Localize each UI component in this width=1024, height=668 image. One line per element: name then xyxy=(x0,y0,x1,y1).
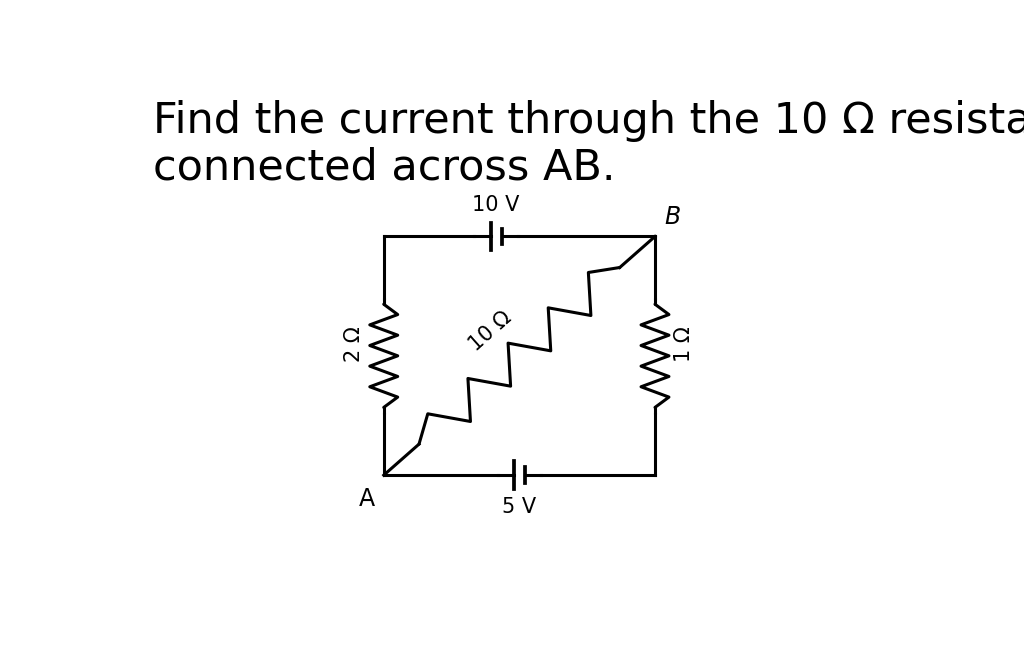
Text: connected across AB.: connected across AB. xyxy=(153,146,615,188)
Text: 5 V: 5 V xyxy=(503,497,537,517)
Text: 1 Ω: 1 Ω xyxy=(675,327,694,362)
Text: A: A xyxy=(358,487,375,511)
Text: 10 Ω: 10 Ω xyxy=(465,308,515,355)
Text: B: B xyxy=(665,205,681,228)
Text: Find the current through the 10 Ω resistance: Find the current through the 10 Ω resist… xyxy=(153,100,1024,142)
Text: 10 V: 10 V xyxy=(472,195,520,215)
Text: 2 Ω: 2 Ω xyxy=(344,327,365,362)
